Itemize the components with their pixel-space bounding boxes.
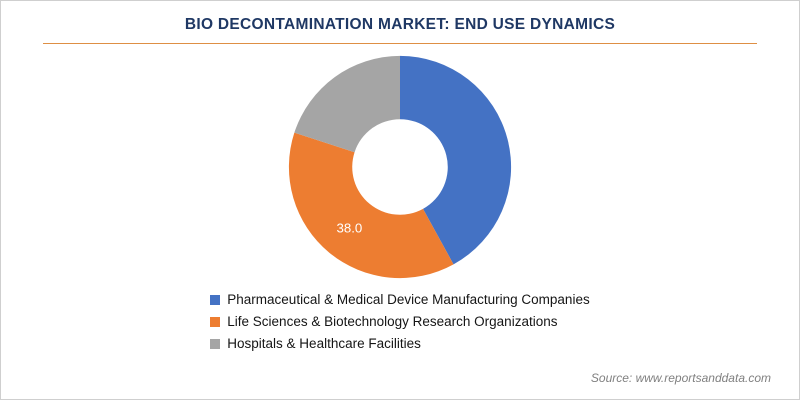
source-text: Source: www.reportsanddata.com <box>590 371 771 385</box>
title-divider <box>43 43 757 44</box>
legend-label: Hospitals & Healthcare Facilities <box>227 336 421 351</box>
legend-label: Pharmaceutical & Medical Device Manufact… <box>227 292 590 307</box>
legend-item: Life Sciences & Biotechnology Research O… <box>210 311 589 333</box>
legend-item: Pharmaceutical & Medical Device Manufact… <box>210 289 590 311</box>
data-label: 38.0 <box>336 221 362 236</box>
legend-item: Hospitals & Healthcare Facilities <box>210 333 589 355</box>
legend-label: Life Sciences & Biotechnology Research O… <box>227 314 558 329</box>
donut-chart-area: 38.0 <box>1 51 799 283</box>
pie-slice-2 <box>294 55 400 153</box>
legend-swatch-gray <box>210 339 221 349</box>
legend-swatch-orange <box>210 317 221 327</box>
chart-legend: Pharmaceutical & Medical Device Manufact… <box>210 289 590 355</box>
pie-slice-0 <box>400 55 512 265</box>
legend-swatch-blue <box>210 295 221 305</box>
chart-title: BIO DECONTAMINATION MARKET: END USE DYNA… <box>184 16 616 33</box>
donut-chart: 38.0 <box>288 55 512 279</box>
pie-slice-1 <box>288 132 454 279</box>
